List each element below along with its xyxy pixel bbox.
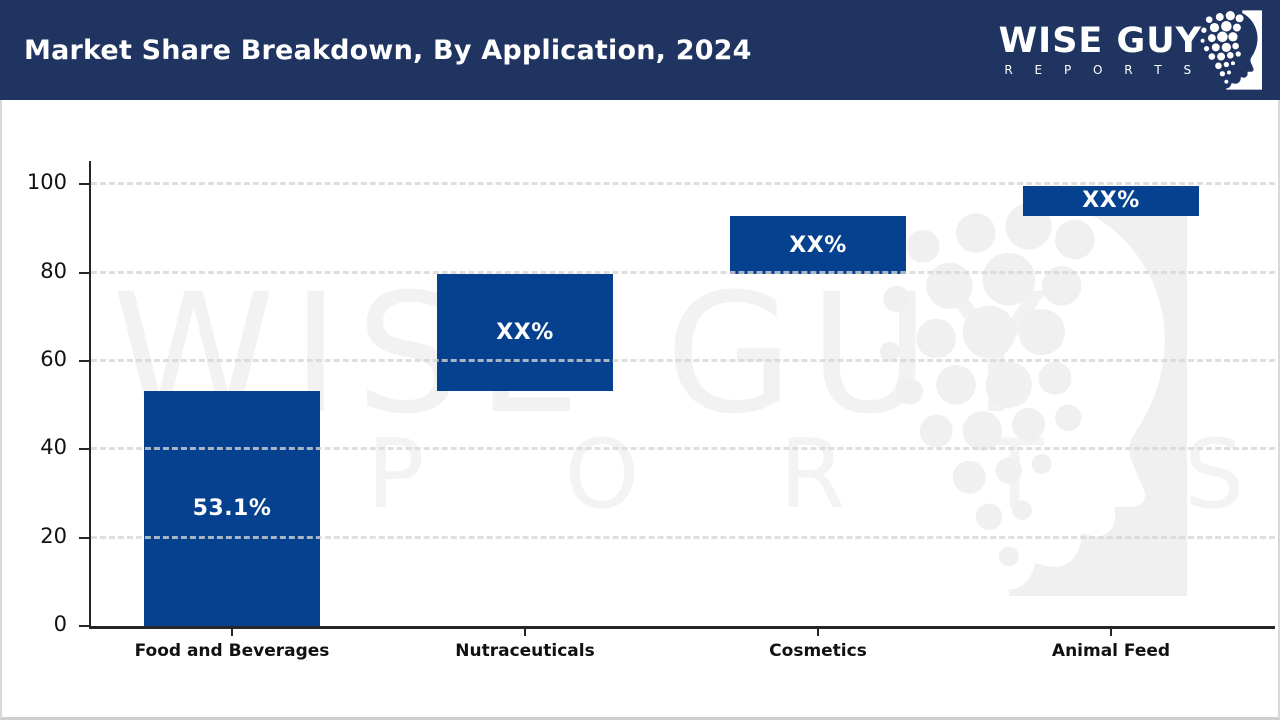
- bar-value-label: XX%: [1082, 188, 1140, 214]
- logo-subtitle: R E P O R T S: [1004, 62, 1201, 77]
- x-category-label: Cosmetics: [769, 641, 867, 661]
- gridline-20: [91, 535, 1275, 539]
- wise-guy-logo: WISE GUY R E P O R T S: [999, 10, 1262, 90]
- logo-wordmark: WISE GUY: [998, 20, 1202, 61]
- gridline-60: [91, 358, 1275, 362]
- y-tick-mark-0: [79, 625, 89, 627]
- y-tick-mark-20: [79, 536, 89, 539]
- watermark-text-2: P O R T S: [367, 420, 1280, 530]
- x-category-label: Animal Feed: [1051, 641, 1171, 661]
- x-tick-mark: [524, 629, 526, 636]
- gridline-40: [91, 447, 1275, 451]
- bar-value-label: XX%: [789, 232, 847, 258]
- logo-head-icon: [1196, 10, 1262, 90]
- plot-area: 53.1% XX% XX% XX%: [91, 160, 1275, 626]
- chart-title: Market Share Breakdown, By Application, …: [24, 34, 752, 66]
- bar-animal-feed: XX%: [1023, 185, 1199, 217]
- y-tick-mark-100: [79, 183, 89, 186]
- gridline-80: [91, 270, 1275, 274]
- y-tick-label-100: 100: [26, 170, 67, 195]
- bar-cosmetics: XX%: [730, 216, 906, 275]
- y-tick-mark-60: [79, 359, 89, 362]
- x-axis-spine: [89, 626, 1275, 629]
- bar-value-label: XX%: [496, 320, 554, 346]
- x-axis: Food and Beverages Nutraceuticals Cosmetic…: [91, 629, 1275, 674]
- logo-text: WISE GUY R E P O R T S: [998, 20, 1202, 77]
- x-category-label: Nutraceuticals: [455, 641, 595, 661]
- y-tick-label-0: 0: [53, 612, 67, 636]
- x-tick-mark: [231, 629, 233, 636]
- x-category-label: Food and Beverages: [134, 641, 330, 661]
- y-tick-label-40: 40: [40, 435, 67, 460]
- y-tick-label-60: 60: [40, 346, 67, 371]
- header-bar: Market Share Breakdown, By Application, …: [0, 0, 1280, 100]
- bar-value-label: 53.1%: [192, 496, 272, 522]
- y-tick-mark-40: [79, 448, 89, 451]
- y-tick-label-80: 80: [40, 258, 67, 283]
- bar-food-and-beverages: 53.1%: [144, 391, 320, 626]
- y-tick-label-20: 20: [40, 523, 67, 548]
- gridline-100: [91, 182, 1275, 186]
- y-axis-spine: [89, 161, 91, 628]
- x-tick-mark: [1110, 629, 1112, 636]
- bar-nutraceuticals: XX%: [437, 274, 613, 392]
- y-tick-mark-80: [79, 271, 89, 274]
- x-tick-mark: [817, 629, 819, 636]
- y-axis: 0 20 40 60 80 100: [2, 160, 89, 635]
